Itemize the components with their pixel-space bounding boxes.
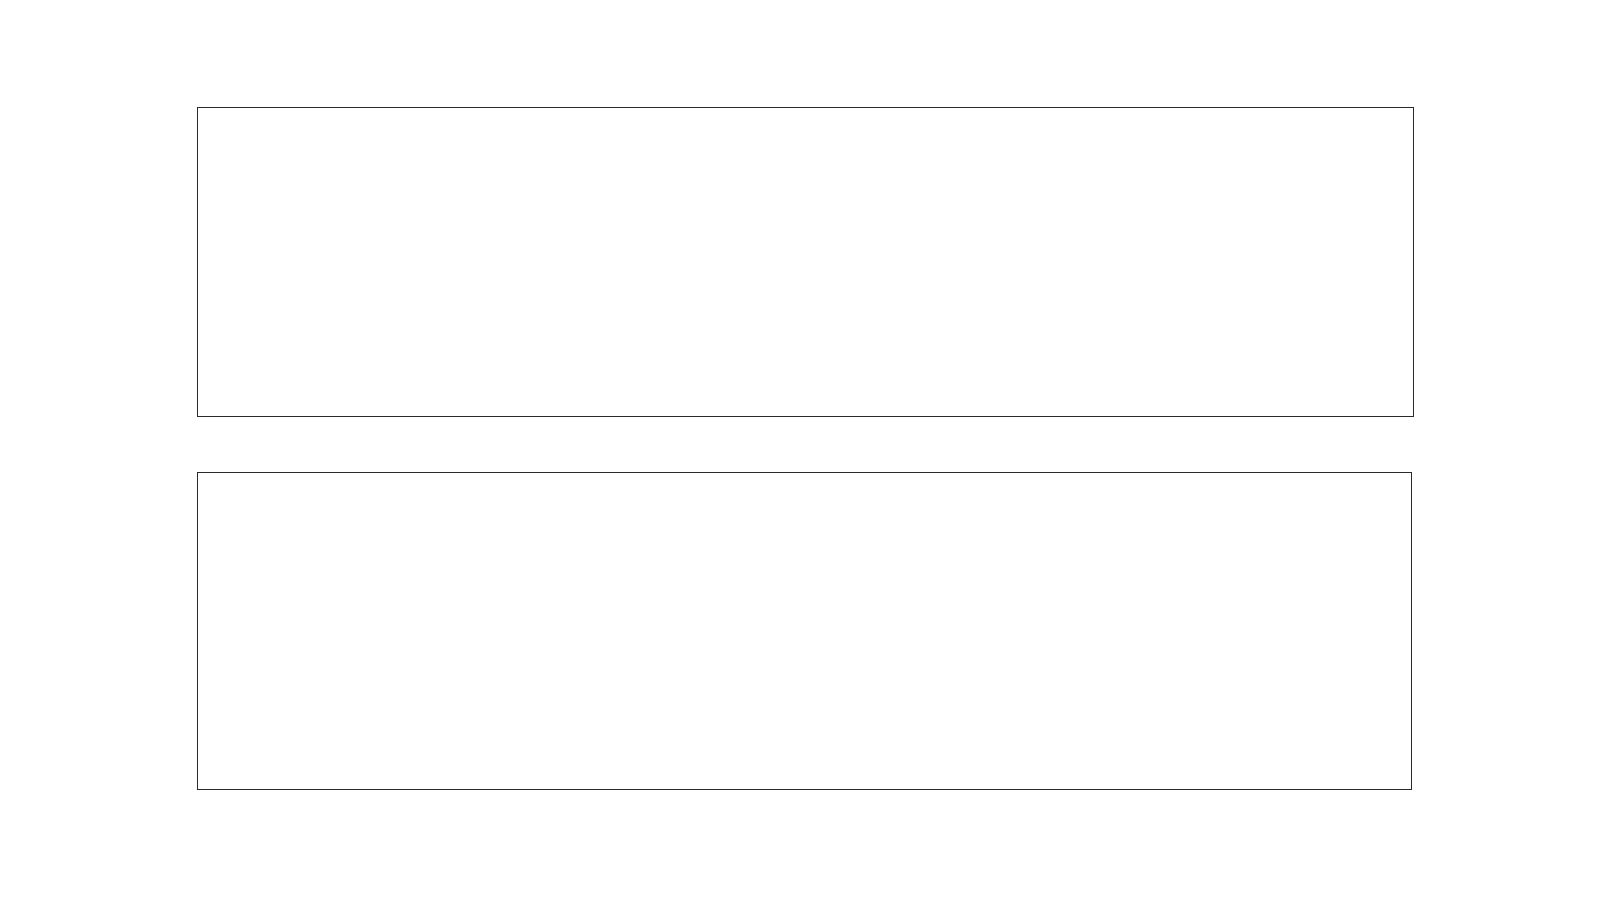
- rsi-chart-axes: [197, 472, 1412, 790]
- price-chart-axes: [197, 107, 1414, 417]
